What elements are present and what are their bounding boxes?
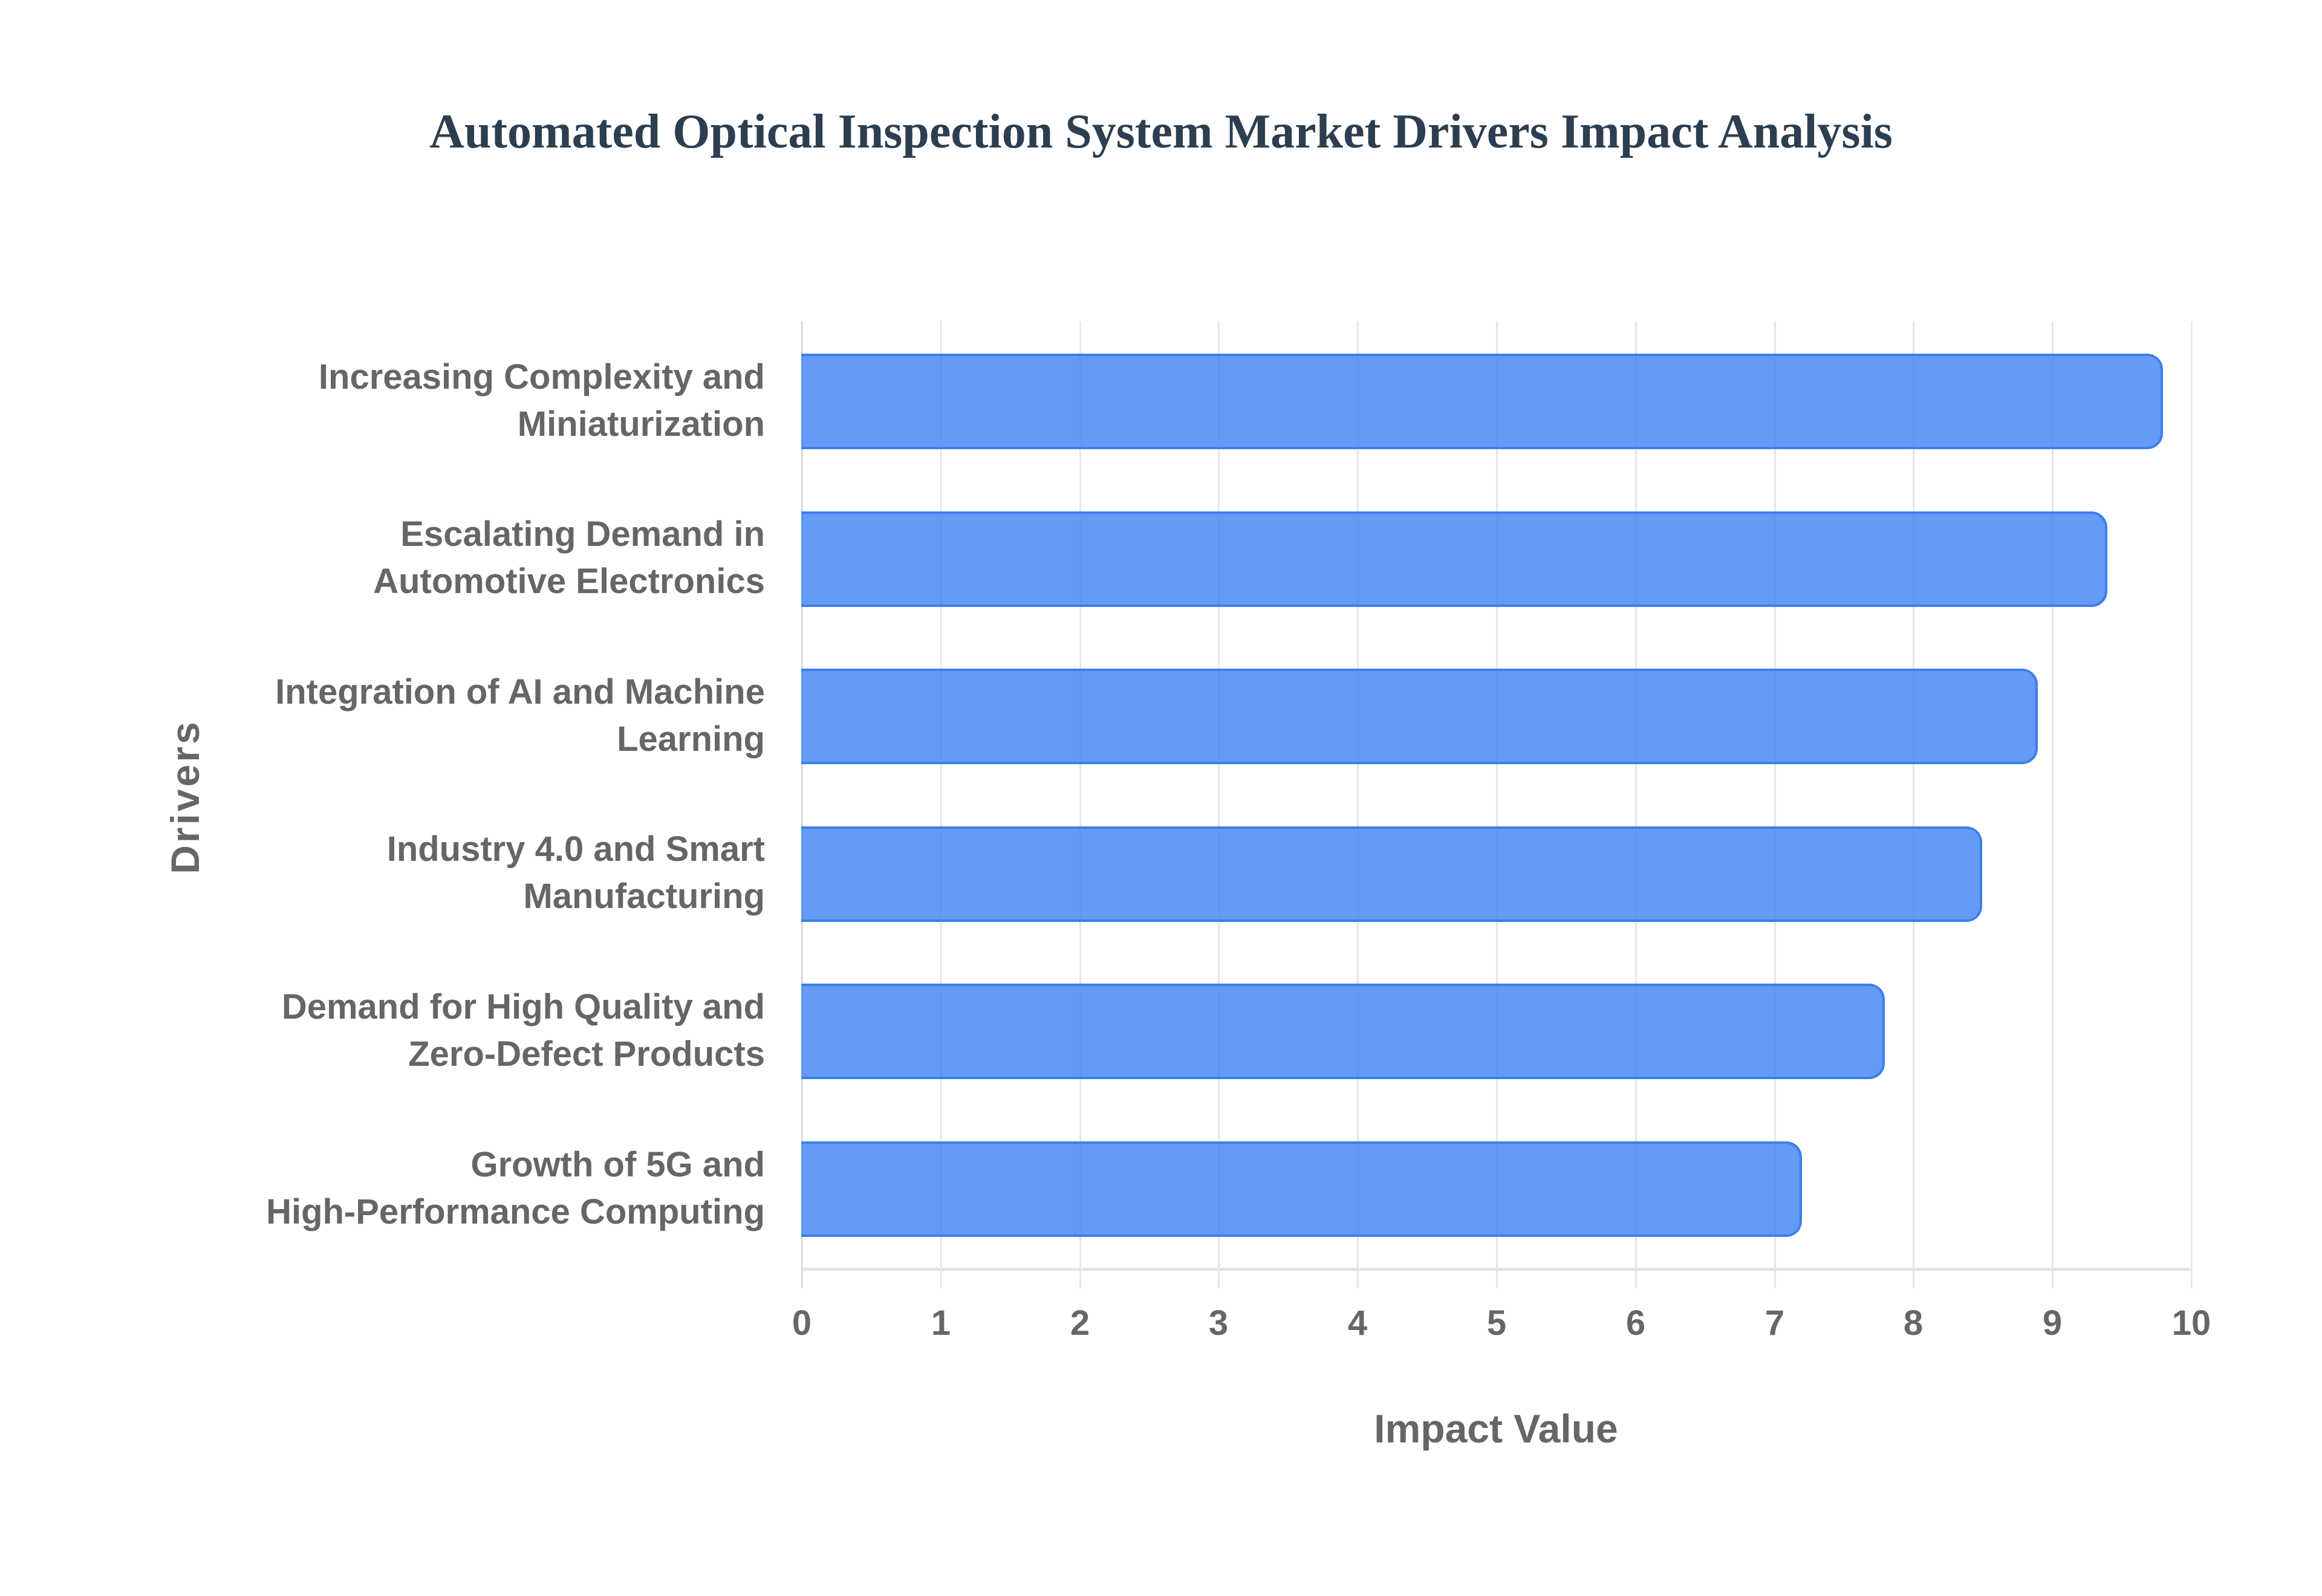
gridline-5	[1496, 321, 1498, 1288]
x-tick-5: 5	[1486, 1303, 1507, 1343]
gridline-6	[1635, 321, 1637, 1288]
gridline-10	[2191, 321, 2193, 1288]
y-label-automotive-electronics: Escalating Demand in Automotive Electron…	[100, 511, 765, 605]
bar-increasing-complexity[interactable]	[801, 354, 2164, 449]
y-label-zero-defect: Demand for High Quality and Zero-Defect …	[100, 984, 765, 1078]
x-tick-10: 10	[2171, 1303, 2211, 1343]
x-tick-9: 9	[2042, 1303, 2063, 1343]
bar-automotive-electronics[interactable]	[801, 511, 2108, 607]
gridline-2	[1079, 321, 1081, 1288]
x-tick-1: 1	[931, 1303, 951, 1343]
y-label-line2: Zero-Defect Products	[408, 1034, 765, 1074]
plot-area	[801, 321, 2193, 1288]
bar-zero-defect[interactable]	[801, 984, 1885, 1079]
y-label-line2: Automotive Electronics	[373, 562, 765, 601]
gridline-3	[1218, 321, 1220, 1288]
bar-5g-hpc[interactable]	[801, 1141, 1802, 1237]
y-label-line1: Escalating Demand in	[400, 514, 765, 554]
gridline-4	[1357, 321, 1359, 1288]
y-label-ai-machine-learning: Integration of AI and Machine Learning	[100, 669, 765, 763]
y-label-line1: Increasing Complexity and	[318, 357, 765, 397]
y-label-industry-4: Industry 4.0 and Smart Manufacturing	[100, 826, 765, 920]
bar-industry-4[interactable]	[801, 826, 1983, 922]
gridline-1	[940, 321, 942, 1288]
gridline-8	[1913, 321, 1914, 1288]
y-label-line2: Learning	[617, 719, 765, 759]
y-label-line1: Demand for High Quality and	[281, 987, 765, 1027]
y-label-line2: High-Performance Computing	[266, 1192, 765, 1231]
x-tick-7: 7	[1764, 1303, 1785, 1343]
gridline-9	[2052, 321, 2054, 1288]
y-label-increasing-complexity: Increasing Complexity and Miniaturizatio…	[100, 354, 765, 448]
gridline-7	[1774, 321, 1776, 1288]
x-axis-line	[801, 1268, 2193, 1271]
y-label-line1: Integration of AI and Machine	[275, 672, 765, 712]
x-axis-title: Impact Value	[1374, 1406, 1618, 1451]
y-label-line2: Manufacturing	[523, 877, 765, 916]
x-tick-3: 3	[1208, 1303, 1229, 1343]
x-tick-0: 0	[792, 1303, 812, 1343]
y-label-line2: Miniaturization	[517, 404, 765, 444]
bar-ai-machine-learning[interactable]	[801, 669, 2038, 764]
y-label-line1: Industry 4.0 and Smart	[386, 829, 765, 869]
y-label-line1: Growth of 5G and	[470, 1145, 765, 1184]
y-label-5g-hpc: Growth of 5G and High-Performance Comput…	[100, 1141, 765, 1236]
y-axis-line	[801, 321, 803, 1288]
x-tick-8: 8	[1903, 1303, 1924, 1343]
x-tick-4: 4	[1347, 1303, 1368, 1343]
chart-title: Automated Optical Inspection System Mark…	[429, 105, 1893, 158]
x-tick-6: 6	[1625, 1303, 1646, 1343]
x-tick-2: 2	[1070, 1303, 1090, 1343]
